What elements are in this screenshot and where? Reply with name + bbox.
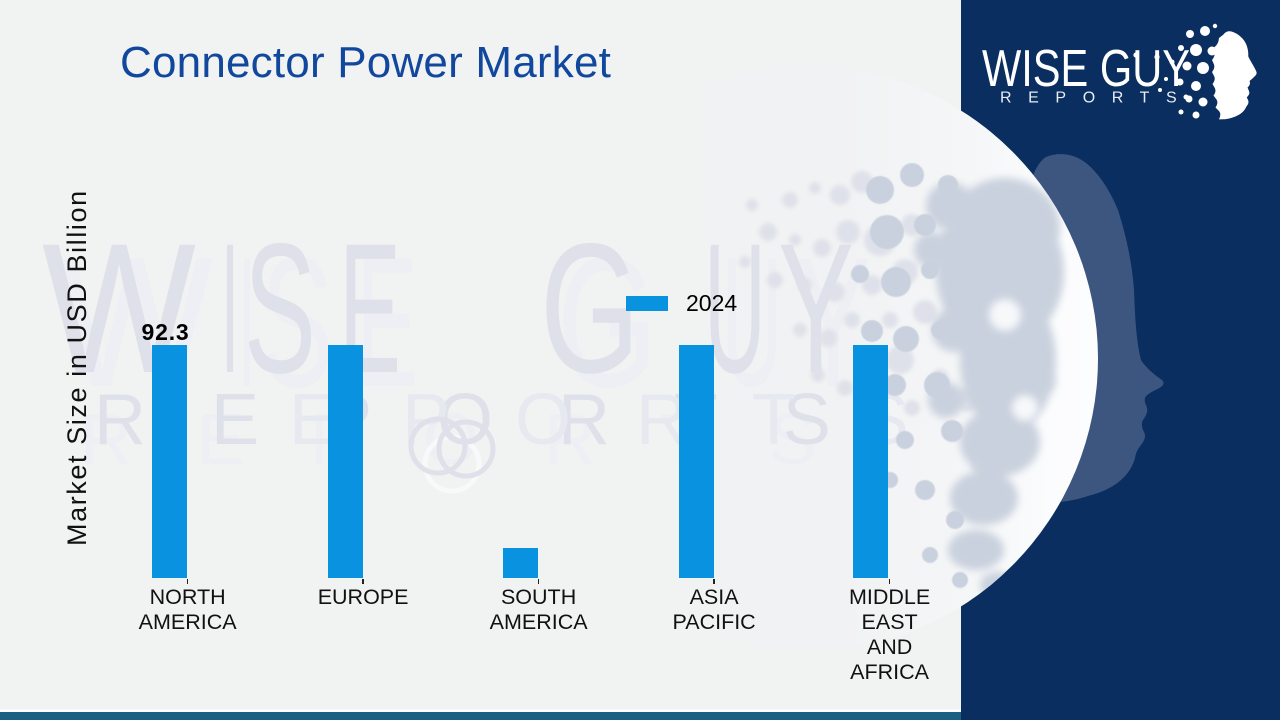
svg-text:REPORTS: REPORTS: [1000, 90, 1193, 107]
svg-text:I: I: [221, 206, 239, 412]
svg-text:S: S: [261, 220, 333, 426]
svg-text:WISE GUY: WISE GUY: [982, 39, 1190, 98]
svg-text:G: G: [540, 206, 640, 412]
svg-text:W: W: [59, 220, 213, 426]
svg-text:U: U: [704, 206, 766, 412]
svg-text:U: U: [721, 220, 783, 426]
svg-text:I: I: [238, 220, 256, 426]
svg-text:S: S: [244, 206, 316, 412]
svg-text:G: G: [557, 220, 657, 426]
svg-text:E: E: [356, 220, 418, 426]
svg-text:EPORTS: EPORTS: [289, 380, 974, 460]
